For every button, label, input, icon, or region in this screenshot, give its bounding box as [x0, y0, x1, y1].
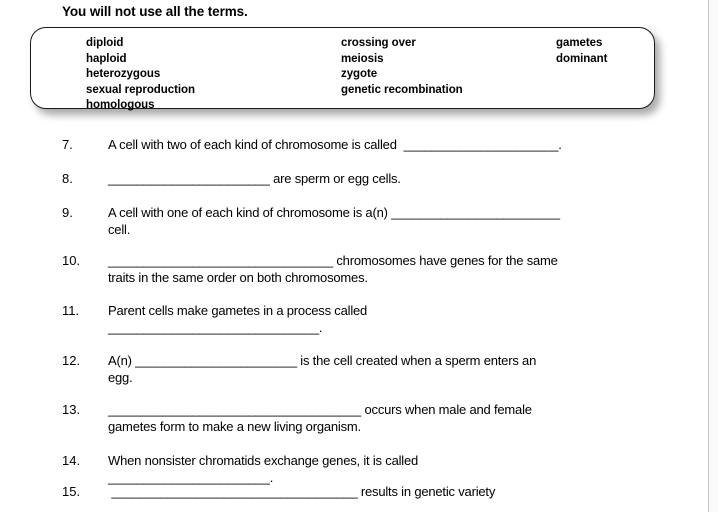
question-number: 7.	[62, 137, 73, 152]
page-gutter	[709, 0, 718, 512]
word-bank-term: meiosis	[341, 52, 384, 65]
word-bank-term: heterozygous	[86, 68, 161, 81]
question-line: A cell with two of each kind of chromoso…	[108, 137, 562, 152]
question-text: A cell with two of each kind of chromoso…	[108, 136, 638, 153]
question-line: Parent cells make gametes in a process c…	[108, 303, 368, 318]
word-bank-term: zygote	[341, 68, 378, 81]
question-text: Parent cells make gametes in a process c…	[108, 302, 638, 336]
question-line: _______________________ are sperm or egg…	[108, 171, 401, 186]
question-line: ____________________________________ occ…	[108, 402, 532, 417]
question-number: 9.	[62, 205, 73, 220]
question-number: 11.	[62, 303, 80, 318]
page-edge-rule	[708, 0, 709, 512]
question-text: When nonsister chromatids exchange genes…	[108, 452, 638, 486]
word-bank-term: crossing over	[341, 37, 416, 49]
word-bank-term: gametes	[556, 37, 603, 49]
question-line: A cell with one of each kind of chromoso…	[108, 205, 560, 220]
question-line: A(n) _______________________ is the cell…	[108, 353, 537, 368]
word-bank-term: sexual reproduction	[86, 83, 195, 96]
question-text: _______________________ are sperm or egg…	[108, 170, 638, 187]
question-line: ________________________________ chromos…	[108, 253, 558, 268]
question-line: When nonsister chromatids exchange genes…	[108, 453, 419, 468]
instruction-heading: You will not use all the terms.	[62, 4, 248, 19]
word-bank-term: homologous	[86, 99, 155, 112]
word-bank-column-1: diploid haploid heterozygous sexual reprodu…	[86, 36, 195, 114]
word-bank-term: genetic recombination	[341, 83, 463, 96]
word-bank-column-3: gametes dominant	[556, 36, 607, 67]
word-bank: diploid haploid heterozygous sexual reprodu…	[30, 27, 660, 115]
question-number: 12.	[62, 353, 81, 368]
word-bank-box: diploid haploid heterozygous sexual reprodu…	[30, 27, 655, 111]
question-line: cell.	[108, 222, 131, 237]
word-bank-term: dominant	[556, 52, 608, 65]
question-line: ___________________________________ resu…	[108, 484, 496, 499]
question-text: A(n) _______________________ is the cell…	[108, 352, 638, 386]
question-line: gametes form to make a new living organi…	[108, 419, 361, 434]
question-number: 14.	[62, 453, 81, 468]
question-number: 8.	[62, 171, 73, 186]
question-line: traits in the same order on both chromos…	[108, 270, 368, 285]
word-bank-term: diploid	[86, 37, 124, 49]
question-text: A cell with one of each kind of chromoso…	[108, 204, 638, 238]
question-number: 15.	[62, 484, 81, 499]
question-number: 13.	[62, 402, 81, 417]
word-bank-term: haploid	[86, 52, 127, 65]
question-line: _______________________.	[108, 470, 274, 485]
question-text: ____________________________________ occ…	[108, 401, 638, 435]
question-text: ________________________________ chromos…	[108, 252, 638, 286]
question-number: 10.	[62, 253, 81, 268]
question-text: ___________________________________ resu…	[108, 483, 638, 500]
question-line: egg.	[108, 370, 133, 385]
question-line: ______________________________.	[108, 320, 323, 335]
word-bank-column-2: crossing over meiosis zygote genetic recomb…	[341, 36, 463, 98]
